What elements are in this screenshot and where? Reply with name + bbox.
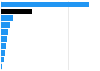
Bar xyxy=(1,36,7,42)
Bar xyxy=(1,9,32,14)
Bar xyxy=(1,64,2,69)
Bar xyxy=(1,43,6,49)
Bar xyxy=(1,2,89,7)
Bar xyxy=(1,15,13,21)
Bar xyxy=(1,50,5,56)
Bar xyxy=(1,57,4,62)
Bar xyxy=(1,29,8,35)
Bar xyxy=(1,22,10,28)
